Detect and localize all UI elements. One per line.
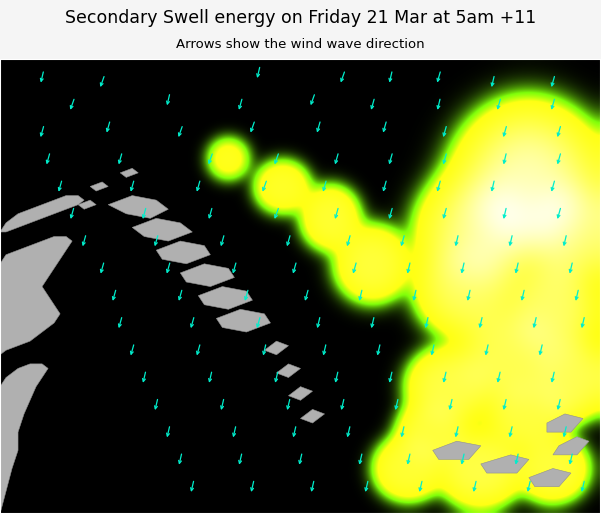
Polygon shape xyxy=(553,437,589,455)
Polygon shape xyxy=(547,414,583,432)
Polygon shape xyxy=(90,182,108,191)
Polygon shape xyxy=(433,441,481,460)
Polygon shape xyxy=(132,218,192,241)
Polygon shape xyxy=(276,364,300,377)
Polygon shape xyxy=(108,196,168,218)
Polygon shape xyxy=(481,455,529,473)
Polygon shape xyxy=(120,168,138,177)
Polygon shape xyxy=(78,200,96,209)
Polygon shape xyxy=(529,469,571,487)
Polygon shape xyxy=(288,387,313,400)
Polygon shape xyxy=(300,409,325,423)
Polygon shape xyxy=(264,341,288,355)
Text: Arrows show the wind wave direction: Arrows show the wind wave direction xyxy=(176,38,425,51)
Polygon shape xyxy=(0,196,84,232)
Polygon shape xyxy=(0,236,72,355)
Text: Secondary Swell energy on Friday 21 Mar at 5am +11: Secondary Swell energy on Friday 21 Mar … xyxy=(65,9,536,27)
Polygon shape xyxy=(216,309,270,332)
Polygon shape xyxy=(198,287,252,309)
Polygon shape xyxy=(180,264,234,287)
Polygon shape xyxy=(156,241,210,264)
Polygon shape xyxy=(0,364,48,514)
